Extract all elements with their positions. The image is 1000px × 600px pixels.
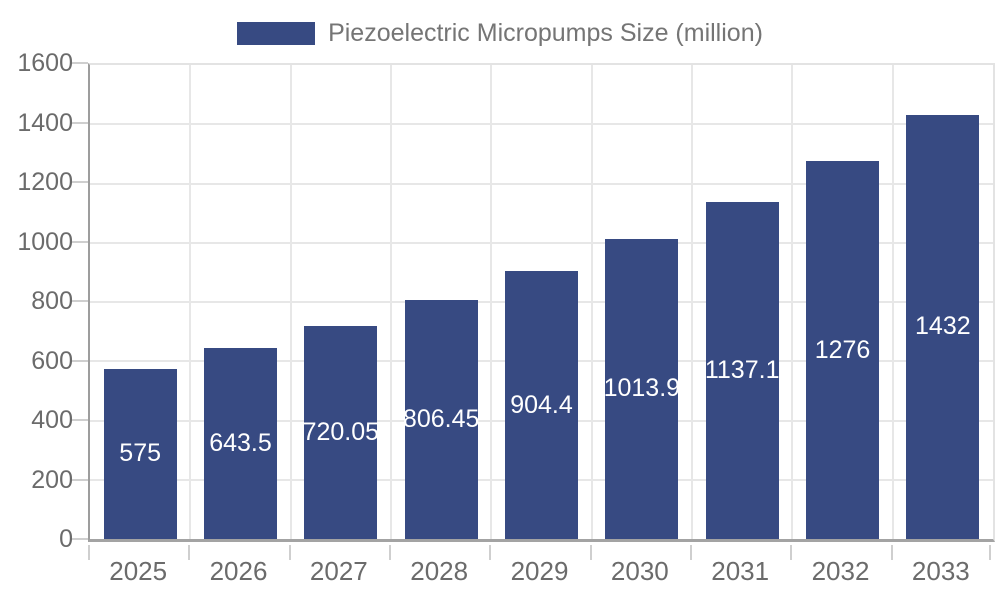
x-tick-mark xyxy=(288,545,291,560)
bar-2032: 1276 xyxy=(806,161,879,539)
y-tick-label: 800 xyxy=(31,287,73,315)
x-tick-mark xyxy=(890,545,893,560)
bar-2026: 643.5 xyxy=(204,348,277,539)
x-tick-label: 2029 xyxy=(510,556,569,586)
y-tick-mark xyxy=(72,240,88,243)
legend: Piezoelectric Micropumps Size (million) xyxy=(0,19,1000,48)
x-tick-mark xyxy=(989,545,991,560)
bar-2028: 806.45 xyxy=(402,300,480,539)
x-tick-label: 2028 xyxy=(410,556,469,586)
gridline-vertical xyxy=(289,65,292,539)
bar-2029: 904.4 xyxy=(505,271,578,539)
gridline-horizontal xyxy=(90,123,993,126)
gridline-vertical xyxy=(189,65,192,539)
y-tick-mark xyxy=(72,359,88,362)
bar-value-label: 1137.1 xyxy=(704,356,780,385)
y-tick-mark xyxy=(72,478,88,481)
x-tick-mark xyxy=(690,545,692,560)
y-tick-mark xyxy=(72,538,88,540)
x-tick-label: 2031 xyxy=(711,556,770,586)
bar-value-label: 575 xyxy=(119,439,162,468)
bar-2025: 575 xyxy=(103,368,177,539)
gridline-vertical xyxy=(791,65,794,539)
bar-value-label: 1013.9 xyxy=(603,374,681,403)
y-tick-label: 1000 xyxy=(17,227,73,256)
gridline-vertical xyxy=(590,65,593,539)
gridline-horizontal xyxy=(90,241,993,244)
bar-value-label: 1432 xyxy=(915,312,971,341)
x-tick-label: 2026 xyxy=(209,556,268,586)
x-tick-mark xyxy=(790,545,793,560)
x-tick-label: 2027 xyxy=(309,556,368,586)
x-tick-label: 2025 xyxy=(109,556,168,586)
x-tick-mark xyxy=(188,545,191,560)
y-tick-mark xyxy=(72,181,88,183)
x-tick-label: 2032 xyxy=(811,556,870,586)
y-tick-mark xyxy=(72,300,88,302)
y-tick-label: 400 xyxy=(31,406,73,434)
x-tick-mark xyxy=(489,545,492,560)
gridline-vertical xyxy=(390,65,392,539)
y-tick-label: 0 xyxy=(59,525,73,553)
gridline-vertical xyxy=(691,65,693,539)
y-tick-label: 200 xyxy=(31,465,73,494)
y-tick-mark xyxy=(72,419,88,421)
plot-area: 575 643.5 720.05 806.45 904.4 1013.9 1137.1 127… xyxy=(88,63,995,542)
y-tick-label: 1600 xyxy=(17,49,73,77)
bar-value-label: 720.05 xyxy=(302,417,380,446)
x-tick-mark xyxy=(389,545,391,560)
y-tick-mark xyxy=(72,121,88,124)
y-tick-label: 600 xyxy=(31,346,73,375)
x-tick-mark xyxy=(88,545,90,560)
gridline-vertical xyxy=(490,65,493,539)
bar-value-label: 1276 xyxy=(814,335,871,364)
y-tick-label: 1400 xyxy=(17,108,73,137)
legend-swatch xyxy=(237,22,316,45)
x-tick-label: 2030 xyxy=(610,556,669,586)
bar-2030: 1013.9 xyxy=(603,238,681,539)
bar-value-label: 904.4 xyxy=(510,390,573,419)
x-tick-label: 2033 xyxy=(911,556,970,586)
bar-2031: 1137.1 xyxy=(704,202,780,539)
bar-value-label: 643.5 xyxy=(209,429,272,458)
gridline-horizontal xyxy=(90,182,993,185)
y-tick-mark xyxy=(72,62,88,64)
bar-2027: 720.05 xyxy=(302,325,380,539)
y-tick-label: 1200 xyxy=(17,168,73,196)
x-tick-mark xyxy=(589,545,592,560)
bar-2033: 1432 xyxy=(906,114,980,539)
bar-value-label: 806.45 xyxy=(402,405,480,434)
legend-label: Piezoelectric Micropumps Size (million) xyxy=(328,19,763,47)
gridline-vertical xyxy=(891,65,894,539)
